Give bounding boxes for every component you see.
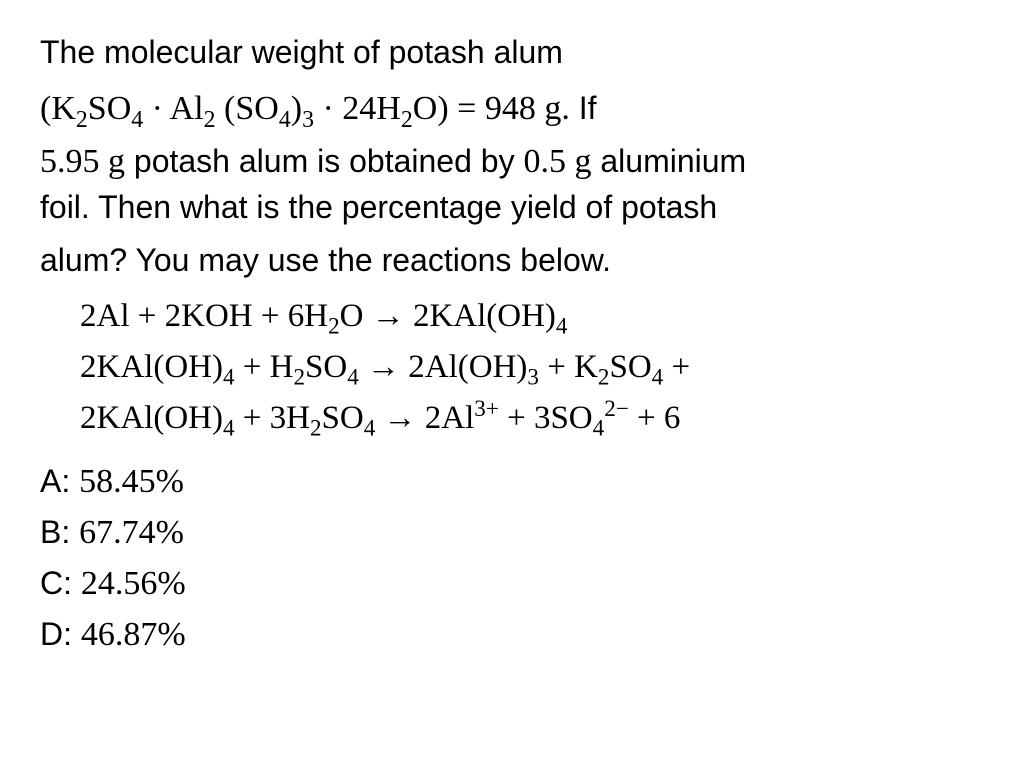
option-c-value: 24.56% (81, 565, 186, 602)
equation-2: 2KAl(OH)4 + H2SO4 → 2Al(OH)3 + K2SO4 + (80, 342, 984, 393)
text-intro: The molecular weight of potash alum (40, 34, 563, 70)
option-a-value: 58.45% (79, 463, 184, 500)
question-container: The molecular weight of potash alum (K2S… (40, 30, 984, 660)
equations-block: 2Al + 2KOH + 6H2O → 2KAl(OH)4 2KAl(OH)4 … (80, 291, 984, 444)
option-d-label: D: (40, 616, 81, 652)
answer-options: A: 58.45% B: 67.74% C: 24.56% D: 46.87% (40, 456, 984, 660)
option-c-label: C: (40, 565, 81, 601)
option-d-value: 46.87% (81, 616, 186, 653)
equation-1: 2Al + 2KOH + 6H2O → 2KAl(OH)4 (80, 291, 984, 342)
option-d[interactable]: D: 46.87% (40, 609, 984, 660)
option-c[interactable]: C: 24.56% (40, 558, 984, 609)
molecular-formula-line: (K2SO4 · Al2 (SO4)3 · 24H2O) = 948 g. If (40, 83, 984, 134)
question-line-3: 5.95 g potash alum is obtained by 0.5 g … (40, 138, 984, 186)
option-a[interactable]: A: 58.45% (40, 456, 984, 507)
option-a-label: A: (40, 463, 79, 499)
if-text: If (570, 90, 597, 126)
option-b-label: B: (40, 514, 79, 550)
equation-3: 2KAl(OH)4 + 3H2SO4 → 2Al3+ + 3SO42− + 6 (80, 393, 984, 444)
text-part-2: aluminium (591, 143, 746, 179)
option-b-value: 67.74% (79, 514, 184, 551)
option-b[interactable]: B: 67.74% (40, 507, 984, 558)
mass-value-1: 5.95 g (40, 143, 125, 180)
formula-part: (K2SO4 · Al2 (SO4)3 · 24H2O) = 948 g. (40, 90, 570, 127)
text-part-1: potash alum is obtained by (125, 143, 523, 179)
mass-value-2: 0.5 g (523, 143, 591, 180)
question-line-5: alum? You may use the reactions below. (40, 238, 984, 283)
question-line-4: foil. Then what is the percentage yield … (40, 185, 984, 230)
question-line-1: The molecular weight of potash alum (40, 30, 984, 75)
